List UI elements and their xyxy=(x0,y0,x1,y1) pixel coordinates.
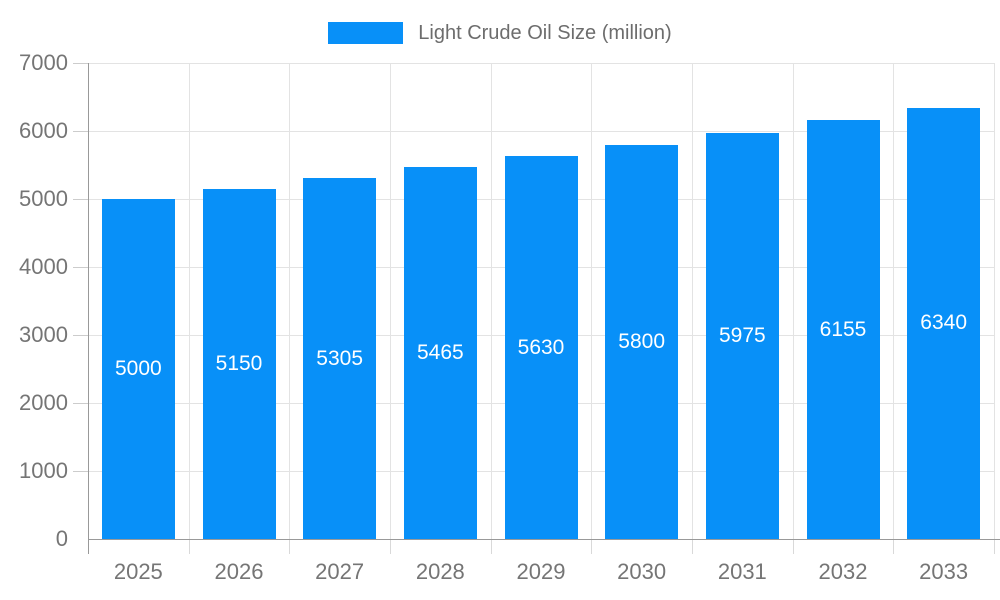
y-axis-line xyxy=(88,63,89,554)
x-axis-label: 2030 xyxy=(617,559,667,584)
y-axis-label: 2000 xyxy=(19,390,68,415)
x-axis-line xyxy=(88,539,1000,540)
plot-area: 5000 5150 5305 5465 5630 5800 5975 6155 6340 xyxy=(88,63,995,539)
bar-value-label: 5150 xyxy=(215,351,263,375)
x-axis-label: 2029 xyxy=(516,559,566,584)
y-axis-label: 5000 xyxy=(19,186,68,211)
x-tick-mark xyxy=(793,540,794,554)
y-tick-mark xyxy=(73,335,88,336)
x-tick-mark xyxy=(390,540,391,554)
v-gridline xyxy=(289,63,290,539)
bar-2032[interactable]: 6155 xyxy=(806,120,880,539)
x-axis-label: 2033 xyxy=(919,559,969,584)
v-gridline xyxy=(793,63,794,539)
h-gridline xyxy=(88,63,994,64)
v-gridline xyxy=(491,63,492,539)
bar-value-label: 5800 xyxy=(618,329,666,353)
x-axis-label: 2026 xyxy=(214,559,264,584)
y-tick-mark xyxy=(73,403,88,404)
y-axis-label: 7000 xyxy=(19,50,68,75)
v-gridline xyxy=(893,63,894,539)
legend-swatch xyxy=(328,22,404,44)
y-axis-label: 6000 xyxy=(19,118,68,143)
y-axis-label: 1000 xyxy=(19,458,68,483)
legend: Light Crude Oil Size (million) xyxy=(0,22,1000,44)
x-tick-mark xyxy=(591,540,592,554)
bar-2030[interactable]: 5800 xyxy=(605,144,679,539)
x-tick-mark xyxy=(692,540,693,554)
v-gridline xyxy=(692,63,693,539)
bar-2026[interactable]: 5150 xyxy=(202,188,276,539)
x-axis-label: 2027 xyxy=(315,559,365,584)
bar-value-label: 5000 xyxy=(114,357,162,380)
bar-value-label: 5630 xyxy=(517,335,565,359)
x-tick-mark xyxy=(289,540,290,554)
x-tick-mark xyxy=(893,540,894,554)
bar-2028[interactable]: 5465 xyxy=(403,167,477,539)
h-gridline xyxy=(88,131,994,132)
bar-value-label: 5305 xyxy=(316,346,364,370)
legend-label: Light Crude Oil Size (million) xyxy=(418,22,672,44)
y-tick-mark xyxy=(73,267,88,268)
y-tick-mark xyxy=(73,63,88,64)
x-tick-mark xyxy=(994,540,995,554)
x-tick-mark xyxy=(189,540,190,554)
legend-item[interactable]: Light Crude Oil Size (million) xyxy=(328,22,672,44)
y-tick-mark xyxy=(73,131,88,132)
v-gridline xyxy=(994,63,995,539)
bar-2031[interactable]: 5975 xyxy=(705,132,779,539)
x-axis-label: 2032 xyxy=(818,559,868,584)
y-tick-mark xyxy=(73,199,88,200)
bar-value-label: 6340 xyxy=(920,311,968,335)
bar-2027[interactable]: 5305 xyxy=(303,178,377,539)
y-axis-label: 3000 xyxy=(19,322,68,347)
v-gridline xyxy=(591,63,592,539)
bar-2029[interactable]: 5630 xyxy=(504,156,578,539)
y-axis-label: 0 xyxy=(55,526,68,551)
bar-2033[interactable]: 6340 xyxy=(907,107,981,539)
y-tick-mark xyxy=(73,471,88,472)
x-axis-label: 2031 xyxy=(717,559,767,584)
v-gridline xyxy=(390,63,391,539)
x-axis-label: 2025 xyxy=(113,559,163,584)
bar-value-label: 5465 xyxy=(416,341,464,365)
bar-value-label: 6155 xyxy=(819,317,867,341)
bar-2025[interactable]: 5000 xyxy=(101,199,175,539)
y-axis-label: 4000 xyxy=(19,254,68,279)
bar-value-label: 5975 xyxy=(718,323,766,347)
x-axis-label: 2028 xyxy=(415,559,465,584)
v-gridline xyxy=(189,63,190,539)
x-tick-mark xyxy=(491,540,492,554)
